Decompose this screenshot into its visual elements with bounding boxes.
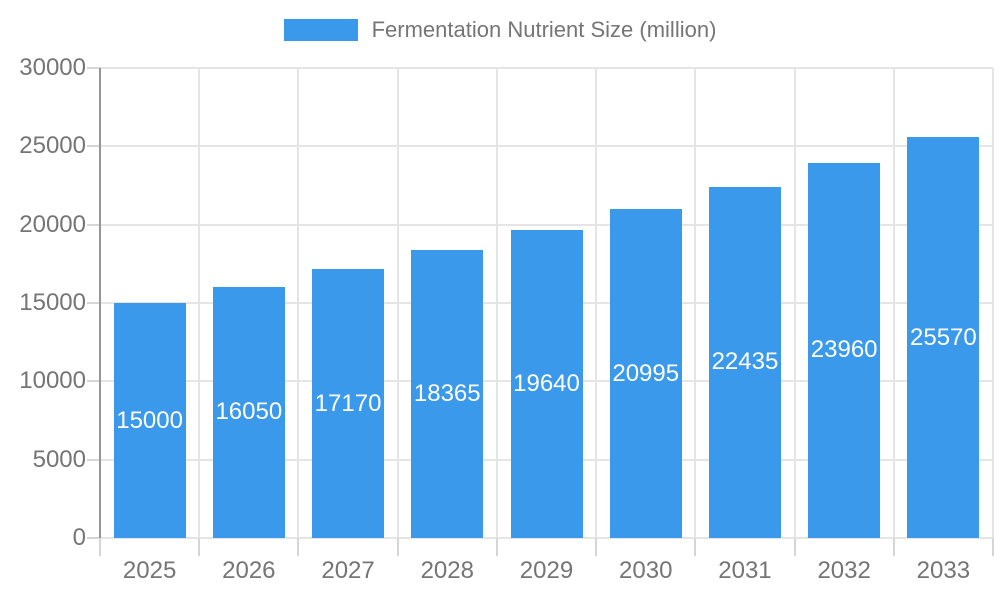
bar[interactable]: 15000 <box>113 303 186 538</box>
y-axis-tick <box>87 145 100 148</box>
bar[interactable]: 18365 <box>411 250 484 538</box>
y-axis-label: 30000 <box>19 54 86 81</box>
y-axis-tick <box>87 458 100 461</box>
x-axis-tick <box>396 538 399 556</box>
y-axis-label: 15000 <box>19 289 86 316</box>
x-axis-tick <box>297 538 300 556</box>
bar-value-label: 19640 <box>513 370 580 398</box>
y-axis-label: 0 <box>72 524 86 551</box>
gridline-vertical <box>198 68 201 538</box>
bar[interactable]: 19640 <box>510 230 583 538</box>
x-axis-label: 2025 <box>122 557 177 584</box>
y-axis-tick <box>87 537 100 539</box>
gridline-vertical <box>892 68 895 538</box>
legend-swatch <box>283 19 358 41</box>
y-axis-tick <box>87 67 100 69</box>
x-axis-tick <box>99 538 101 556</box>
plot-area: 15000 16050 17170 18365 19640 20995 22435 23960… <box>99 67 994 539</box>
gridline-horizontal <box>100 223 993 226</box>
y-axis-label: 5000 <box>32 445 86 473</box>
bar-value-label: 23960 <box>810 336 878 364</box>
x-axis-tick <box>198 538 201 556</box>
gridline-vertical <box>992 68 994 538</box>
bar[interactable]: 20995 <box>609 209 682 538</box>
x-axis-tick <box>595 538 598 556</box>
gridline-vertical <box>297 68 300 538</box>
x-axis-tick <box>793 538 796 556</box>
bar-value-label: 22435 <box>711 348 779 376</box>
y-axis-label: 20000 <box>19 210 86 238</box>
bar[interactable]: 22435 <box>708 186 781 538</box>
bar[interactable]: 17170 <box>312 269 385 538</box>
gridline-vertical <box>793 68 796 538</box>
gridline-vertical <box>495 68 498 538</box>
x-axis-tick <box>992 538 994 556</box>
bar[interactable]: 16050 <box>212 286 285 538</box>
x-axis-label: 2028 <box>420 557 474 584</box>
bar-value-label: 15000 <box>116 406 183 434</box>
gridline-vertical <box>694 68 697 538</box>
bar-value-label: 17170 <box>314 389 382 417</box>
x-axis-label: 2031 <box>718 557 772 584</box>
x-axis-label: 2027 <box>321 557 375 584</box>
y-axis-label: 10000 <box>19 367 86 395</box>
gridline-vertical <box>595 68 598 538</box>
bar[interactable]: 23960 <box>808 162 881 538</box>
gridline-vertical <box>396 68 399 538</box>
x-axis-label: 2032 <box>817 557 871 584</box>
bar[interactable]: 25570 <box>907 137 980 538</box>
x-axis-label: 2030 <box>619 557 673 584</box>
gridline-horizontal <box>100 145 993 148</box>
x-axis-tick <box>892 538 895 556</box>
bar-value-label: 20995 <box>612 359 680 387</box>
x-axis-label: 2033 <box>916 557 971 584</box>
y-axis-tick <box>87 302 100 304</box>
legend[interactable]: Fermentation Nutrient Size (million) <box>0 17 1000 43</box>
legend-label: Fermentation Nutrient Size (million) <box>371 17 717 42</box>
y-axis-tick <box>87 380 100 383</box>
gridline-horizontal <box>100 537 993 539</box>
y-axis-tick <box>87 223 100 226</box>
bar-value-label: 16050 <box>215 398 283 426</box>
x-axis-tick <box>495 538 498 556</box>
y-axis-line <box>99 68 101 538</box>
x-axis-label: 2026 <box>222 557 276 584</box>
bar-value-label: 18365 <box>413 380 481 408</box>
x-axis-tick <box>694 538 697 556</box>
y-axis-label: 25000 <box>19 132 86 160</box>
gridline-horizontal <box>100 67 993 69</box>
x-axis-label: 2029 <box>519 557 574 584</box>
bar-value-label: 25570 <box>910 323 977 351</box>
